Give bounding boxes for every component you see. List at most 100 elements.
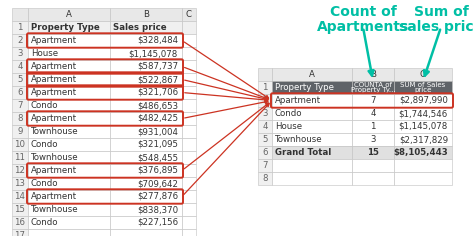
Text: Apartment: Apartment <box>31 166 77 175</box>
Bar <box>28 21 110 34</box>
Text: 5: 5 <box>262 135 268 144</box>
Bar <box>182 8 196 21</box>
Bar <box>272 120 352 133</box>
Text: Apartment: Apartment <box>31 88 77 97</box>
Bar <box>352 159 394 172</box>
Bar <box>258 133 272 146</box>
Bar <box>394 146 452 159</box>
Bar <box>12 8 28 21</box>
Bar <box>12 229 28 236</box>
Text: $482,425: $482,425 <box>137 114 178 123</box>
Bar <box>12 73 28 86</box>
Bar <box>12 125 28 138</box>
Bar <box>28 177 110 190</box>
Text: Condo: Condo <box>275 109 302 118</box>
Bar <box>12 34 28 47</box>
Text: 4: 4 <box>17 62 23 71</box>
Text: Townhouse: Townhouse <box>31 205 79 214</box>
Bar <box>110 203 182 216</box>
Bar <box>12 47 28 60</box>
Text: Apartment: Apartment <box>31 75 77 84</box>
Bar <box>182 21 196 34</box>
Text: Apartment: Apartment <box>31 114 77 123</box>
Text: Apartment: Apartment <box>31 36 77 45</box>
Text: Property Type: Property Type <box>275 83 334 92</box>
Text: 2: 2 <box>262 96 268 105</box>
Bar <box>28 60 110 73</box>
Bar <box>28 86 110 99</box>
Text: $838,370: $838,370 <box>137 205 178 214</box>
Bar <box>258 159 272 172</box>
Text: 7: 7 <box>17 101 23 110</box>
Bar <box>258 81 272 94</box>
Bar <box>394 133 452 146</box>
Bar <box>258 172 272 185</box>
Bar <box>110 125 182 138</box>
Bar <box>272 172 352 185</box>
Bar <box>352 94 394 107</box>
Bar <box>258 146 272 159</box>
Bar <box>352 120 394 133</box>
Bar <box>258 94 272 107</box>
Text: Property Ty...: Property Ty... <box>351 87 395 93</box>
Text: $376,895: $376,895 <box>137 166 178 175</box>
Bar <box>12 190 28 203</box>
Bar <box>182 216 196 229</box>
Bar <box>28 47 110 60</box>
Bar <box>12 177 28 190</box>
Bar <box>28 8 110 21</box>
Text: Condo: Condo <box>31 179 58 188</box>
Bar <box>352 68 394 81</box>
Bar <box>182 203 196 216</box>
Bar <box>352 81 394 94</box>
Bar <box>28 112 110 125</box>
Bar <box>272 146 352 159</box>
Bar <box>182 73 196 86</box>
Text: 11: 11 <box>15 153 26 162</box>
Text: 6: 6 <box>262 148 268 157</box>
Bar <box>110 164 182 177</box>
Bar <box>394 81 452 94</box>
Bar <box>182 164 196 177</box>
Bar <box>394 120 452 133</box>
Text: 8: 8 <box>17 114 23 123</box>
Text: COUNTA of: COUNTA of <box>354 82 392 88</box>
Bar <box>110 112 182 125</box>
Bar <box>182 86 196 99</box>
Bar <box>110 216 182 229</box>
Bar <box>28 34 110 47</box>
Bar <box>12 151 28 164</box>
Text: Condo: Condo <box>31 218 58 227</box>
Text: 15: 15 <box>367 148 379 157</box>
Text: 16: 16 <box>15 218 26 227</box>
Bar <box>272 107 352 120</box>
Text: 7: 7 <box>370 96 376 105</box>
Text: Apartment: Apartment <box>275 96 321 105</box>
Bar <box>12 60 28 73</box>
Text: 8: 8 <box>262 174 268 183</box>
Text: 17: 17 <box>15 231 26 236</box>
Text: $548,455: $548,455 <box>137 153 178 162</box>
Text: $321,706: $321,706 <box>137 88 178 97</box>
Text: 4: 4 <box>370 109 376 118</box>
Text: Count of
Apartments: Count of Apartments <box>317 5 409 34</box>
Text: 15: 15 <box>15 205 26 214</box>
Bar <box>110 21 182 34</box>
Text: 6: 6 <box>17 88 23 97</box>
Text: Condo: Condo <box>31 101 58 110</box>
Bar <box>110 229 182 236</box>
Bar <box>394 107 452 120</box>
Bar <box>110 73 182 86</box>
Bar <box>110 34 182 47</box>
Bar <box>28 138 110 151</box>
Text: C: C <box>186 10 192 19</box>
Text: 5: 5 <box>17 75 23 84</box>
Bar <box>258 107 272 120</box>
Text: $277,876: $277,876 <box>137 192 178 201</box>
Text: $486,653: $486,653 <box>137 101 178 110</box>
Text: 7: 7 <box>262 161 268 170</box>
Text: B: B <box>143 10 149 19</box>
Text: $522,867: $522,867 <box>137 75 178 84</box>
Text: C: C <box>420 70 426 79</box>
Text: Condo: Condo <box>31 140 58 149</box>
